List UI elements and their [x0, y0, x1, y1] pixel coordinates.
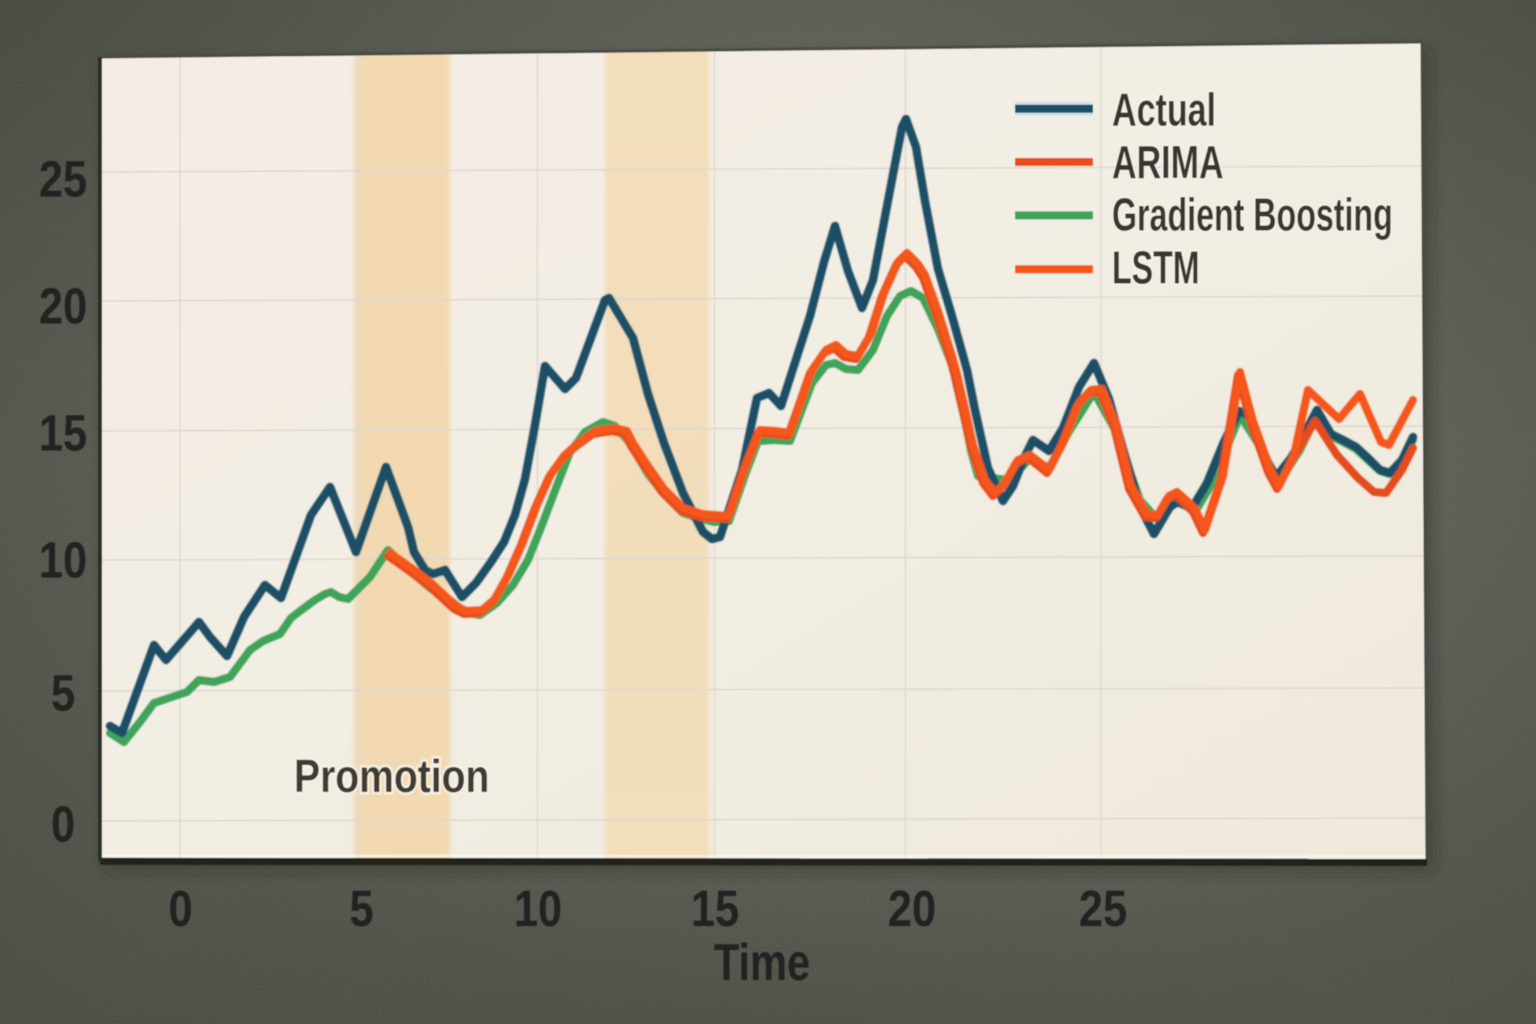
svg-text:20: 20 [39, 278, 87, 335]
svg-text:10: 10 [39, 532, 87, 589]
svg-text:5: 5 [51, 665, 75, 722]
svg-text:LSTM: LSTM [1112, 243, 1200, 294]
svg-text:Time: Time [714, 933, 810, 992]
svg-text:Gradient Boosting: Gradient Boosting [1112, 190, 1393, 241]
svg-text:ARIMA: ARIMA [1112, 136, 1224, 188]
svg-text:20: 20 [888, 881, 936, 938]
svg-text:0: 0 [168, 881, 192, 938]
svg-text:0: 0 [51, 796, 75, 853]
svg-text:Actual: Actual [1112, 83, 1216, 135]
svg-text:25: 25 [1079, 881, 1127, 938]
svg-text:25: 25 [39, 151, 87, 208]
svg-text:15: 15 [39, 405, 87, 462]
svg-text:15: 15 [691, 881, 739, 938]
svg-text:5: 5 [349, 881, 373, 938]
svg-text:10: 10 [514, 881, 562, 938]
svg-text:Promotion: Promotion [294, 751, 489, 803]
